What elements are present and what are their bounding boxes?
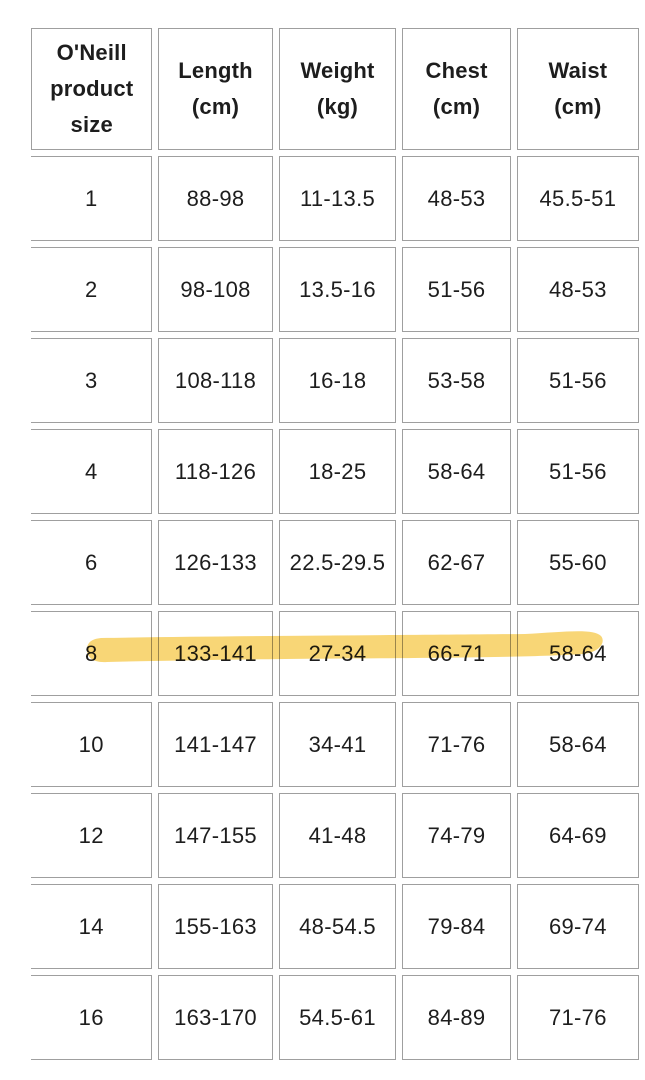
table-row: 12 147-155 41-48 74-79 64-69 xyxy=(31,793,639,878)
header-waist: Waist (cm) xyxy=(516,28,639,150)
cell-weight: 16-18 xyxy=(278,338,397,423)
cell-size: 8 xyxy=(31,611,153,696)
table-row: 3 108-118 16-18 53-58 51-56 xyxy=(31,338,639,423)
cell-chest: 51-56 xyxy=(402,247,511,332)
header-product-size: O'Neill product size xyxy=(31,28,153,150)
cell-size: 3 xyxy=(31,338,153,423)
header-length: Length (cm) xyxy=(158,28,273,150)
cell-length: 147-155 xyxy=(158,793,273,878)
cell-weight: 48-54.5 xyxy=(278,884,397,969)
cell-weight: 18-25 xyxy=(278,429,397,514)
table-row: 16 163-170 54.5-61 84-89 71-76 xyxy=(31,975,639,1060)
cell-length: 88-98 xyxy=(158,156,273,241)
cell-chest: 66-71 xyxy=(402,611,511,696)
cell-chest: 48-53 xyxy=(402,156,511,241)
header-chest: Chest (cm) xyxy=(402,28,511,150)
header-line: (cm) xyxy=(432,94,481,119)
cell-chest: 71-76 xyxy=(402,702,511,787)
cell-chest: 74-79 xyxy=(402,793,511,878)
cell-waist: 69-74 xyxy=(516,884,639,969)
table-row: 14 155-163 48-54.5 79-84 69-74 xyxy=(31,884,639,969)
cell-waist: 45.5-51 xyxy=(516,156,639,241)
cell-chest: 62-67 xyxy=(402,520,511,605)
size-chart: O'Neill product size Length (cm) Weight … xyxy=(25,22,645,1066)
table-row: 10 141-147 34-41 71-76 58-64 xyxy=(31,702,639,787)
cell-waist: 71-76 xyxy=(516,975,639,1060)
header-line: Chest xyxy=(425,58,488,83)
cell-size: 1 xyxy=(31,156,153,241)
cell-length: 98-108 xyxy=(158,247,273,332)
cell-length: 141-147 xyxy=(158,702,273,787)
cell-size: 2 xyxy=(31,247,153,332)
cell-waist: 58-64 xyxy=(516,702,639,787)
cell-waist: 55-60 xyxy=(516,520,639,605)
cell-weight: 11-13.5 xyxy=(278,156,397,241)
cell-size: 12 xyxy=(31,793,153,878)
cell-length: 108-118 xyxy=(158,338,273,423)
cell-size: 16 xyxy=(31,975,153,1060)
cell-weight: 34-41 xyxy=(278,702,397,787)
cell-length: 133-141 xyxy=(158,611,273,696)
table-header-row: O'Neill product size Length (cm) Weight … xyxy=(31,28,639,150)
table-row-highlighted: 8 133-141 27-34 66-71 58-64 xyxy=(31,611,639,696)
cell-weight: 22.5-29.5 xyxy=(278,520,397,605)
cell-length: 163-170 xyxy=(158,975,273,1060)
cell-size: 4 xyxy=(31,429,153,514)
cell-weight: 54.5-61 xyxy=(278,975,397,1060)
cell-size: 10 xyxy=(31,702,153,787)
cell-chest: 79-84 xyxy=(402,884,511,969)
cell-waist: 51-56 xyxy=(516,429,639,514)
cell-waist: 64-69 xyxy=(516,793,639,878)
cell-waist: 58-64 xyxy=(516,611,639,696)
cell-size: 6 xyxy=(31,520,153,605)
header-line: Length xyxy=(178,58,253,83)
header-line: size xyxy=(70,112,113,137)
header-line: (kg) xyxy=(316,94,359,119)
cell-length: 126-133 xyxy=(158,520,273,605)
table-row: 2 98-108 13.5-16 51-56 48-53 xyxy=(31,247,639,332)
cell-length: 155-163 xyxy=(158,884,273,969)
table-row: 4 118-126 18-25 58-64 51-56 xyxy=(31,429,639,514)
header-weight: Weight (kg) xyxy=(278,28,397,150)
cell-waist: 51-56 xyxy=(516,338,639,423)
cell-chest: 84-89 xyxy=(402,975,511,1060)
header-line: (cm) xyxy=(191,94,240,119)
cell-chest: 58-64 xyxy=(402,429,511,514)
cell-waist: 48-53 xyxy=(516,247,639,332)
header-line: (cm) xyxy=(554,94,602,119)
size-table: O'Neill product size Length (cm) Weight … xyxy=(25,22,645,1066)
cell-weight: 13.5-16 xyxy=(278,247,397,332)
cell-size: 14 xyxy=(31,884,153,969)
cell-chest: 53-58 xyxy=(402,338,511,423)
table-row: 1 88-98 11-13.5 48-53 45.5-51 xyxy=(31,156,639,241)
table-row: 6 126-133 22.5-29.5 62-67 55-60 xyxy=(31,520,639,605)
cell-weight: 27-34 xyxy=(278,611,397,696)
header-line: product xyxy=(50,76,134,101)
header-line: Weight xyxy=(300,58,375,83)
header-line: O'Neill xyxy=(56,40,127,65)
cell-length: 118-126 xyxy=(158,429,273,514)
header-line: Waist xyxy=(548,58,608,83)
cell-weight: 41-48 xyxy=(278,793,397,878)
